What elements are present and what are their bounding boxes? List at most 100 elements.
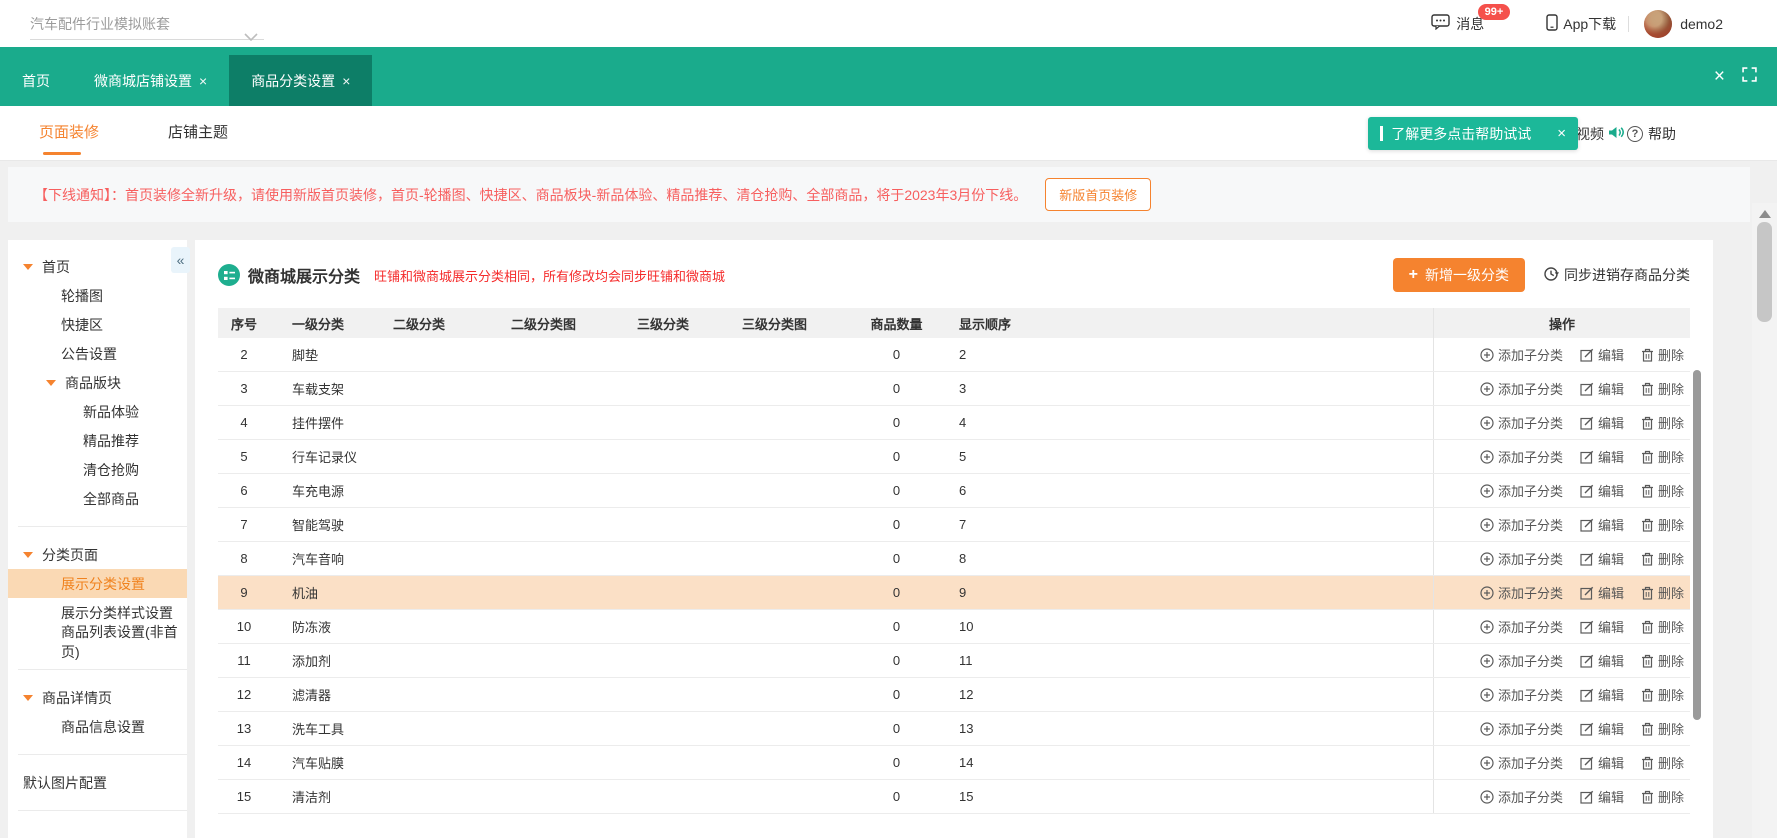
add-subcategory-button[interactable]: 添加子分类 — [1480, 413, 1563, 432]
delete-button[interactable]: 删除 — [1641, 651, 1684, 670]
avatar[interactable] — [1644, 9, 1673, 38]
tab-page-decoration[interactable]: 页面装修 — [39, 106, 99, 160]
cell-qty: 0 — [892, 449, 901, 464]
tab-shop-settings[interactable]: 微商城店铺设置 × — [94, 72, 208, 89]
new-homepage-decoration-button[interactable]: 新版首页装修 — [1045, 178, 1152, 211]
sidebar-item[interactable]: 首页 — [8, 252, 187, 281]
add-subcategory-button[interactable]: 添加子分类 — [1480, 549, 1563, 568]
tooltip-close-icon[interactable]: × — [1557, 125, 1566, 142]
sidebar-item[interactable]: 全部商品 — [8, 484, 187, 513]
tab-close-icon[interactable]: × — [199, 72, 208, 89]
sidebar-item[interactable]: 商品信息设置 — [8, 712, 187, 741]
table-scrollbar-thumb[interactable] — [1693, 370, 1701, 720]
add-subcategory-button[interactable]: 添加子分类 — [1480, 685, 1563, 704]
edit-button[interactable]: 编辑 — [1580, 549, 1624, 568]
trash-icon — [1641, 382, 1653, 396]
delete-button[interactable]: 删除 — [1641, 447, 1684, 466]
sync-categories-button[interactable]: 同步进销存商品分类 — [1543, 265, 1690, 285]
sidebar-item[interactable]: 商品版块 — [8, 368, 187, 397]
circle-plus-icon — [1480, 517, 1494, 532]
cell-order: 6 — [959, 483, 967, 498]
add-subcategory-button[interactable]: 添加子分类 — [1480, 515, 1563, 534]
username[interactable]: demo2 — [1680, 15, 1723, 32]
sidebar-item[interactable]: 公告设置 — [8, 339, 187, 368]
cell-order: 5 — [959, 449, 967, 464]
video-button[interactable]: 视频 — [1576, 106, 1625, 161]
delete-button[interactable]: 删除 — [1641, 787, 1684, 806]
edit-button[interactable]: 编辑 — [1580, 651, 1624, 670]
tab-category-settings[interactable]: 商品分类设置 × — [229, 55, 373, 106]
edit-button[interactable]: 编辑 — [1580, 685, 1624, 704]
app-download-button[interactable]: App下载 — [1546, 13, 1616, 34]
delete-button[interactable]: 删除 — [1641, 515, 1684, 534]
sidebar-item[interactable]: 轮播图 — [8, 281, 187, 310]
tab-shop-theme[interactable]: 店铺主题 — [168, 124, 229, 141]
delete-button[interactable]: 删除 — [1641, 345, 1684, 364]
delete-button[interactable]: 删除 — [1641, 753, 1684, 772]
sidebar-item[interactable]: 商品列表设置(非首页) — [8, 624, 187, 660]
edit-button[interactable]: 编辑 — [1580, 617, 1624, 636]
edit-button[interactable]: 编辑 — [1580, 753, 1624, 772]
add-subcategory-button[interactable]: 添加子分类 — [1480, 651, 1563, 670]
sidebar-collapse-button[interactable]: « — [171, 247, 190, 273]
cell-qty: 0 — [892, 415, 901, 430]
edit-button[interactable]: 编辑 — [1580, 379, 1624, 398]
tab-home[interactable]: 首页 — [22, 72, 50, 89]
sidebar-item[interactable]: 展示分类样式设置 — [8, 598, 187, 627]
add-top-category-button[interactable]: + 新增一级分类 — [1392, 258, 1525, 292]
edit-button[interactable]: 编辑 — [1580, 787, 1624, 806]
edit-button[interactable]: 编辑 — [1580, 515, 1624, 534]
delete-button[interactable]: 删除 — [1641, 685, 1684, 704]
add-subcategory-button[interactable]: 添加子分类 — [1480, 379, 1563, 398]
edit-icon — [1580, 790, 1594, 804]
close-icon[interactable]: × — [1713, 66, 1725, 87]
sidebar-item-label: 精品推荐 — [83, 432, 139, 449]
help-button[interactable]: ? 帮助 — [1627, 106, 1676, 161]
add-subcategory-button[interactable]: 添加子分类 — [1480, 447, 1563, 466]
delete-button[interactable]: 删除 — [1641, 413, 1684, 432]
delete-button[interactable]: 删除 — [1641, 719, 1684, 738]
edit-button[interactable]: 编辑 — [1580, 481, 1624, 500]
tooltip-accent-bar — [1380, 126, 1384, 141]
add-subcategory-button[interactable]: 添加子分类 — [1480, 481, 1563, 500]
edit-button[interactable]: 编辑 — [1580, 345, 1624, 364]
sidebar-item-label: 清仓抢购 — [83, 461, 139, 478]
sidebar-item[interactable]: 清仓抢购 — [8, 455, 187, 484]
sidebar-item[interactable]: 商品详情页 — [8, 683, 187, 712]
edit-button[interactable]: 编辑 — [1580, 583, 1624, 602]
edit-icon — [1580, 484, 1594, 498]
trash-icon — [1641, 790, 1653, 804]
fullscreen-icon[interactable] — [1742, 67, 1757, 87]
tab-close-icon[interactable]: × — [342, 72, 351, 89]
messages-button[interactable]: 消息 99+ — [1431, 3, 1511, 34]
sidebar-item[interactable]: 精品推荐 — [8, 426, 187, 455]
sidebar-item[interactable]: 新品体验 — [8, 397, 187, 426]
sidebar-item[interactable]: 快捷区 — [8, 310, 187, 339]
edit-button[interactable]: 编辑 — [1580, 413, 1624, 432]
col-header-qty: 商品数量 — [870, 316, 923, 332]
sidebar-item[interactable]: 展示分类设置 — [8, 569, 187, 598]
add-subcategory-button[interactable]: 添加子分类 — [1480, 787, 1563, 806]
delete-button[interactable]: 删除 — [1641, 379, 1684, 398]
add-subcategory-button[interactable]: 添加子分类 — [1480, 617, 1563, 636]
add-subcategory-button[interactable]: 添加子分类 — [1480, 345, 1563, 364]
edit-button[interactable]: 编辑 — [1580, 447, 1624, 466]
edit-icon — [1580, 654, 1594, 668]
cell-seq: 3 — [240, 381, 248, 396]
delete-button[interactable]: 删除 — [1641, 617, 1684, 636]
caret-down-icon — [46, 379, 56, 386]
sidebar-item[interactable]: 分类页面 — [8, 540, 187, 569]
edit-button[interactable]: 编辑 — [1580, 719, 1624, 738]
delete-button[interactable]: 删除 — [1641, 549, 1684, 568]
delete-button[interactable]: 删除 — [1641, 583, 1684, 602]
page-scrollbar-thumb[interactable] — [1757, 222, 1772, 322]
add-subcategory-button[interactable]: 添加子分类 — [1480, 583, 1563, 602]
table-row: 9 机油 0 9 添加子分类 编辑 删除 — [218, 576, 1690, 610]
add-subcategory-button[interactable]: 添加子分类 — [1480, 719, 1563, 738]
add-subcategory-button[interactable]: 添加子分类 — [1480, 753, 1563, 772]
account-select[interactable]: 汽车配件行业模拟账套 — [30, 9, 264, 42]
sidebar-item[interactable]: 默认图片配置 — [8, 768, 187, 797]
delete-button[interactable]: 删除 — [1641, 481, 1684, 500]
cell-category-name: 智能驾驶 — [292, 518, 345, 533]
scrollbar-up-arrow[interactable] — [1758, 210, 1771, 218]
